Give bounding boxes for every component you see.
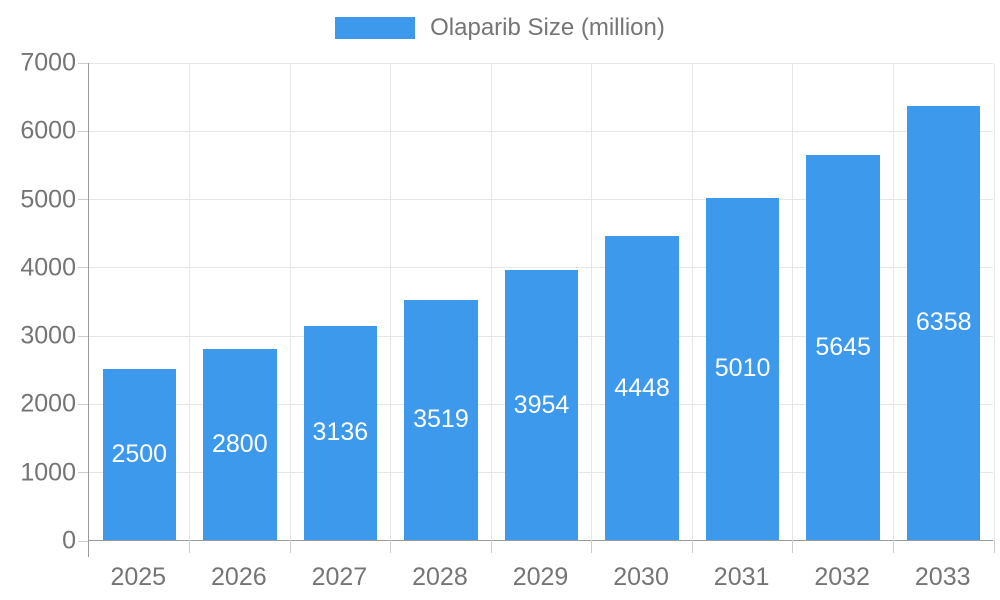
x-tick-mark bbox=[792, 540, 794, 553]
x-axis-tick-label: 2025 bbox=[110, 563, 167, 591]
x-axis-tick-label: 2032 bbox=[814, 563, 870, 591]
v-gridline bbox=[490, 63, 492, 540]
bar-2025[interactable]: 2500 bbox=[102, 369, 176, 540]
x-axis-tick-label: 2029 bbox=[512, 563, 569, 591]
y-tick-mark bbox=[78, 335, 88, 337]
y-axis-tick-label: 0 bbox=[62, 526, 76, 555]
bar-value-label: 3136 bbox=[312, 418, 369, 447]
x-tick-mark bbox=[289, 540, 291, 553]
y-tick-mark bbox=[78, 403, 88, 405]
bar-2031[interactable]: 5010 bbox=[705, 197, 780, 540]
bar-value-label: 6358 bbox=[915, 308, 972, 337]
bar-2029[interactable]: 3954 bbox=[504, 270, 579, 540]
legend-label: Olaparib Size (million) bbox=[430, 14, 665, 41]
bar-value-label: 3519 bbox=[413, 405, 469, 434]
y-axis-tick-label: 6000 bbox=[20, 116, 76, 145]
y-tick-mark bbox=[78, 267, 88, 269]
x-tick-mark bbox=[390, 540, 392, 553]
h-gridline bbox=[89, 62, 993, 64]
bar-value-label: 2500 bbox=[111, 440, 168, 469]
y-tick-mark bbox=[78, 130, 88, 132]
v-gridline bbox=[792, 63, 794, 540]
v-gridline bbox=[691, 63, 693, 540]
x-tick-mark bbox=[691, 540, 693, 553]
bar-2030[interactable]: 4448 bbox=[605, 236, 679, 540]
y-axis-tick-label: 4000 bbox=[20, 253, 76, 282]
bar-value-label: 5645 bbox=[815, 332, 871, 361]
x-axis-tick-label: 2030 bbox=[613, 563, 669, 591]
y-tick-mark bbox=[78, 62, 88, 64]
legend-swatch-icon bbox=[335, 17, 416, 39]
y-axis-tick-label: 7000 bbox=[20, 48, 76, 77]
x-axis-tick-label: 2031 bbox=[713, 563, 770, 591]
bar-2027[interactable]: 3136 bbox=[303, 325, 378, 540]
y-tick-mark bbox=[78, 540, 88, 542]
y-axis-tick-label: 5000 bbox=[20, 185, 76, 214]
y-axis: 0 1000 2000 3000 4000 5000 6000 7000 bbox=[0, 50, 76, 553]
bar-2032[interactable]: 5645 bbox=[806, 154, 880, 540]
x-tick-mark bbox=[892, 540, 894, 553]
x-axis-tick-label: 2028 bbox=[412, 563, 468, 591]
v-gridline bbox=[289, 63, 291, 540]
x-tick-mark bbox=[490, 540, 492, 553]
v-gridline bbox=[892, 63, 894, 540]
y-axis-tick-label: 3000 bbox=[20, 321, 76, 350]
y-tick-mark bbox=[78, 199, 88, 201]
plot-area: 2500 2800 3136 3519 3954 4448 5010 5645 6358 bbox=[78, 62, 995, 557]
x-axis: 2025 2026 2027 2028 2029 2030 2031 2032 2033 bbox=[88, 559, 993, 593]
bar-2026[interactable]: 2800 bbox=[203, 348, 277, 540]
x-axis-tick-label: 2033 bbox=[914, 563, 971, 591]
x-tick-mark bbox=[88, 540, 89, 557]
x-axis-tick-label: 2026 bbox=[211, 563, 267, 591]
v-gridline bbox=[993, 63, 995, 540]
v-gridline bbox=[390, 63, 392, 540]
v-gridline bbox=[591, 63, 593, 540]
y-tick-mark bbox=[78, 472, 88, 474]
bar-value-label: 2800 bbox=[212, 429, 268, 458]
legend[interactable]: Olaparib Size (million) bbox=[0, 16, 1000, 40]
y-axis-tick-label: 1000 bbox=[20, 458, 76, 487]
h-gridline bbox=[89, 199, 993, 201]
bar-value-label: 5010 bbox=[714, 354, 771, 383]
x-tick-mark bbox=[993, 540, 995, 553]
h-gridline bbox=[89, 130, 993, 132]
x-axis-tick-label: 2027 bbox=[311, 563, 368, 591]
y-axis-tick-label: 2000 bbox=[20, 389, 76, 418]
bar-2028[interactable]: 3519 bbox=[404, 299, 478, 540]
x-tick-mark bbox=[591, 540, 593, 553]
bar-value-label: 3954 bbox=[513, 390, 570, 419]
bar-2033[interactable]: 6358 bbox=[907, 105, 981, 540]
h-gridline bbox=[89, 267, 993, 269]
bar-value-label: 4448 bbox=[614, 373, 670, 402]
v-gridline bbox=[189, 63, 191, 540]
x-tick-mark bbox=[189, 540, 191, 553]
